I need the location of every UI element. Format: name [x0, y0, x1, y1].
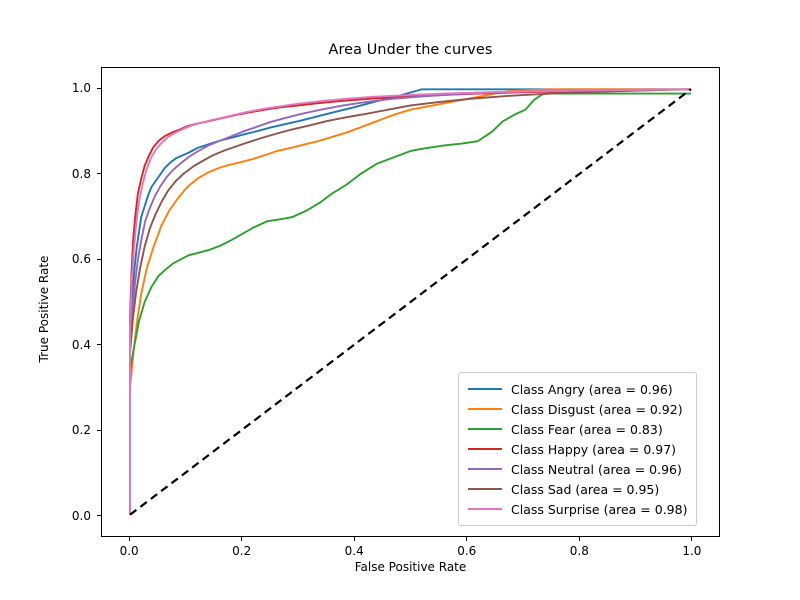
- legend-swatch-icon: [468, 468, 502, 470]
- chance-diagonal-group: [130, 89, 691, 514]
- plot-canvas: [102, 68, 719, 536]
- x-tick-label: 0.2: [232, 544, 252, 558]
- legend-label: Class Disgust (area = 0.92): [511, 401, 683, 417]
- legend-item-class-disgust[interactable]: Class Disgust (area = 0.92): [468, 399, 687, 419]
- legend-label: Class Surprise (area = 0.98): [511, 501, 688, 517]
- legend-swatch-icon: [468, 388, 502, 390]
- chart-title: Area Under the curves: [328, 42, 493, 58]
- legend-swatch-icon: [468, 508, 502, 510]
- roc-curve-class-fear: [130, 94, 691, 515]
- x-tick-mark: [578, 537, 580, 542]
- legend-label: Class Sad (area = 0.95): [511, 481, 660, 497]
- x-tick-mark: [241, 537, 243, 542]
- roc-curve-class-neutral: [130, 89, 691, 514]
- plot-axes: [101, 67, 720, 537]
- legend-item-class-angry[interactable]: Class Angry (area = 0.96): [468, 379, 687, 399]
- roc-curve-class-disgust: [130, 89, 691, 514]
- y-axis-label: True Positive Rate: [37, 255, 51, 363]
- roc-curve-class-surprise: [130, 89, 691, 514]
- series-group: [130, 89, 691, 514]
- legend-label: Class Neutral (area = 0.96): [511, 461, 682, 477]
- roc-curve-class-sad: [130, 89, 691, 514]
- x-tick-label: 1.0: [682, 544, 702, 558]
- y-tick-label: 1.0: [71, 81, 91, 96]
- legend-swatch-icon: [468, 488, 502, 490]
- roc-curve-class-angry: [130, 89, 691, 514]
- y-tick-mark: [96, 258, 101, 260]
- y-tick-mark: [96, 87, 101, 89]
- y-tick-mark: [96, 515, 101, 517]
- legend-item-class-happy[interactable]: Class Happy (area = 0.97): [468, 439, 687, 459]
- legend-swatch-icon: [468, 448, 502, 450]
- x-tick-mark: [353, 537, 355, 542]
- legend-label: Class Fear (area = 0.83): [511, 421, 663, 437]
- legend: Class Angry (area = 0.96) Class Disgust (…: [458, 372, 698, 526]
- legend-item-class-surprise[interactable]: Class Surprise (area = 0.98): [468, 499, 687, 519]
- legend-swatch-icon: [468, 428, 502, 430]
- x-tick-mark: [691, 537, 693, 542]
- y-tick-mark: [96, 173, 101, 175]
- y-tick-label: 0.4: [71, 337, 91, 352]
- y-tick-mark: [96, 429, 101, 431]
- x-axis-label: False Positive Rate: [354, 560, 467, 574]
- legend-label: Class Happy (area = 0.97): [511, 441, 677, 457]
- y-tick-label: 0.0: [71, 508, 91, 523]
- x-tick-mark: [128, 537, 130, 542]
- legend-item-class-sad[interactable]: Class Sad (area = 0.95): [468, 479, 687, 499]
- x-tick-label: 0.6: [457, 544, 477, 558]
- x-tick-label: 0.0: [119, 544, 139, 558]
- y-tick-label: 0.6: [71, 252, 91, 267]
- y-tick-label: 0.2: [71, 423, 91, 438]
- y-tick-label: 0.8: [71, 166, 91, 181]
- chance-diagonal-line: [130, 89, 691, 514]
- legend-item-class-fear[interactable]: Class Fear (area = 0.83): [468, 419, 687, 439]
- x-tick-label: 0.4: [344, 544, 364, 558]
- legend-swatch-icon: [468, 408, 502, 410]
- x-tick-mark: [466, 537, 468, 542]
- legend-item-class-neutral[interactable]: Class Neutral (area = 0.96): [468, 459, 687, 479]
- legend-label: Class Angry (area = 0.96): [511, 381, 673, 397]
- y-tick-mark: [96, 344, 101, 346]
- x-tick-label: 0.8: [569, 544, 589, 558]
